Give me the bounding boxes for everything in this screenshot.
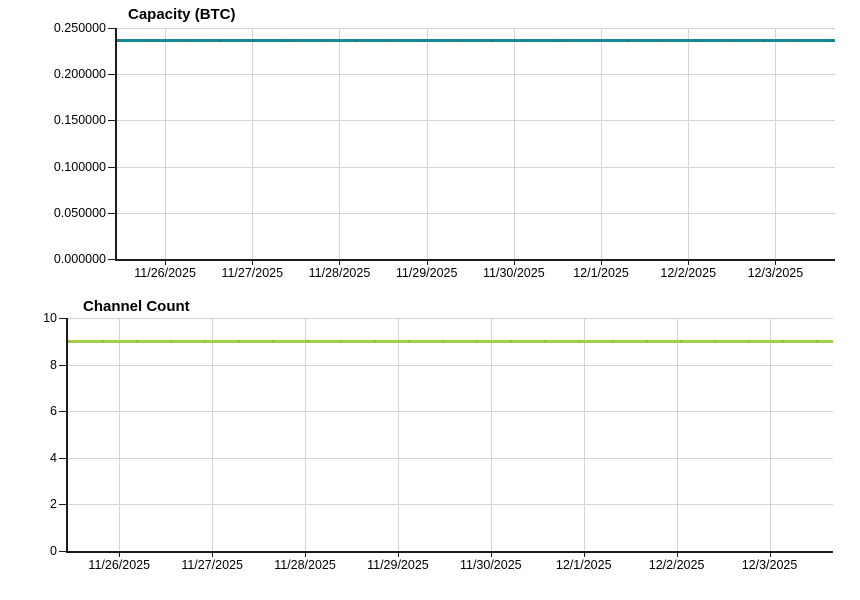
y-tick-mark [59, 364, 66, 366]
y-tick-label: 10 [43, 311, 57, 325]
x-tick-mark [583, 553, 585, 557]
x-tick-label: 11/29/2025 [395, 266, 458, 280]
channel-count-chart: Channel Count 10 8 6 4 2 0 11/26/2025 11/27/202… [0, 295, 860, 600]
capacity-chart-title: Capacity (BTC) [128, 6, 236, 23]
y-tick-label: 2 [50, 497, 57, 512]
x-tick-mark [688, 261, 690, 265]
x-gridline [513, 28, 515, 259]
x-gridline [769, 318, 771, 551]
y-tick-mark [108, 74, 115, 76]
y-gridline [68, 364, 833, 366]
y-tick-label: 6 [50, 404, 57, 419]
x-gridline [119, 318, 121, 551]
y-tick-mark [59, 551, 66, 552]
y-gridline [68, 411, 833, 413]
y-tick-mark [59, 457, 66, 459]
x-gridline [490, 318, 492, 551]
y-gridline [68, 457, 833, 459]
y-tick-mark [108, 120, 115, 122]
x-tick-label: 11/27/2025 [181, 558, 243, 572]
y-gridline [68, 504, 833, 506]
x-tick-mark [676, 553, 678, 557]
y-gridline [117, 212, 835, 214]
x-tick-mark [165, 261, 167, 265]
x-tick-label: 11/28/2025 [274, 558, 336, 572]
channel-count-plot-area: 10 8 6 4 2 0 11/26/2025 11/27/2025 11/28/2025 11/… [43, 311, 833, 572]
x-tick-label: 11/29/2025 [367, 558, 429, 572]
x-tick-mark [252, 261, 254, 265]
series-line [68, 339, 833, 343]
y-gridline [68, 318, 833, 319]
x-gridline [676, 318, 678, 551]
y-tick-label: 4 [50, 450, 57, 465]
y-tick-mark [108, 166, 115, 168]
y-tick-mark [59, 411, 66, 413]
x-gridline [426, 28, 428, 259]
x-gridline [305, 318, 307, 551]
y-gridline [117, 166, 835, 168]
y-tick-label: 0.050000 [53, 205, 106, 220]
y-tick-label: 0.200000 [53, 67, 106, 82]
y-tick-label: 0.000000 [53, 252, 106, 266]
x-tick-label: 12/2/2025 [648, 558, 705, 572]
x-tick-label: 11/28/2025 [308, 266, 371, 280]
x-tick-label: 12/3/2025 [747, 266, 804, 280]
x-tick-label: 11/30/2025 [483, 266, 545, 280]
capacity-chart: Capacity (BTC) 0.250000 0.200000 0.150000 0… [0, 0, 860, 295]
x-tick-mark [397, 553, 399, 557]
x-tick-mark [775, 261, 777, 265]
x-tick-mark [513, 261, 515, 265]
x-gridline [165, 28, 167, 259]
y-tick-mark [59, 504, 66, 506]
x-tick-mark [305, 553, 307, 557]
y-tick-mark [108, 28, 115, 29]
y-tick-mark [108, 259, 115, 260]
x-tick-mark [339, 261, 341, 265]
x-tick-mark [601, 261, 603, 265]
x-tick-label: 11/26/2025 [134, 266, 196, 280]
x-gridline [601, 28, 603, 259]
y-tick-label: 0.100000 [53, 159, 106, 174]
x-tick-mark [490, 553, 492, 557]
y-tick-label: 0.250000 [53, 21, 106, 35]
x-tick-label: 12/1/2025 [573, 266, 629, 280]
x-gridline [212, 318, 214, 551]
y-gridline [117, 74, 835, 76]
capacity-plot-area: 0.250000 0.200000 0.150000 0.100000 0.050000… [54, 21, 835, 280]
x-gridline [397, 318, 399, 551]
y-tick-label: 0.150000 [53, 113, 106, 128]
channel-count-chart-title: Channel Count [83, 298, 190, 315]
x-gridline [252, 28, 254, 259]
x-tick-label: 12/3/2025 [741, 558, 798, 572]
x-gridline [583, 318, 585, 551]
series-line [117, 38, 835, 42]
x-tick-label: 11/26/2025 [88, 558, 151, 572]
x-tick-label: 11/30/2025 [459, 558, 522, 572]
x-gridline [688, 28, 690, 259]
y-gridline [117, 120, 835, 122]
y-tick-mark [59, 318, 66, 319]
x-gridline [775, 28, 777, 259]
y-tick-label: 0 [50, 544, 57, 558]
x-tick-mark [212, 553, 214, 557]
x-tick-label: 11/27/2025 [221, 266, 284, 280]
y-gridline [117, 28, 835, 29]
x-tick-mark [769, 553, 771, 557]
x-tick-mark [426, 261, 428, 265]
y-tick-mark [108, 212, 115, 214]
x-tick-label: 12/2/2025 [660, 266, 717, 280]
x-gridline [339, 28, 341, 259]
x-tick-label: 12/1/2025 [555, 558, 612, 572]
y-tick-label: 8 [50, 357, 57, 372]
x-tick-mark [119, 553, 121, 557]
